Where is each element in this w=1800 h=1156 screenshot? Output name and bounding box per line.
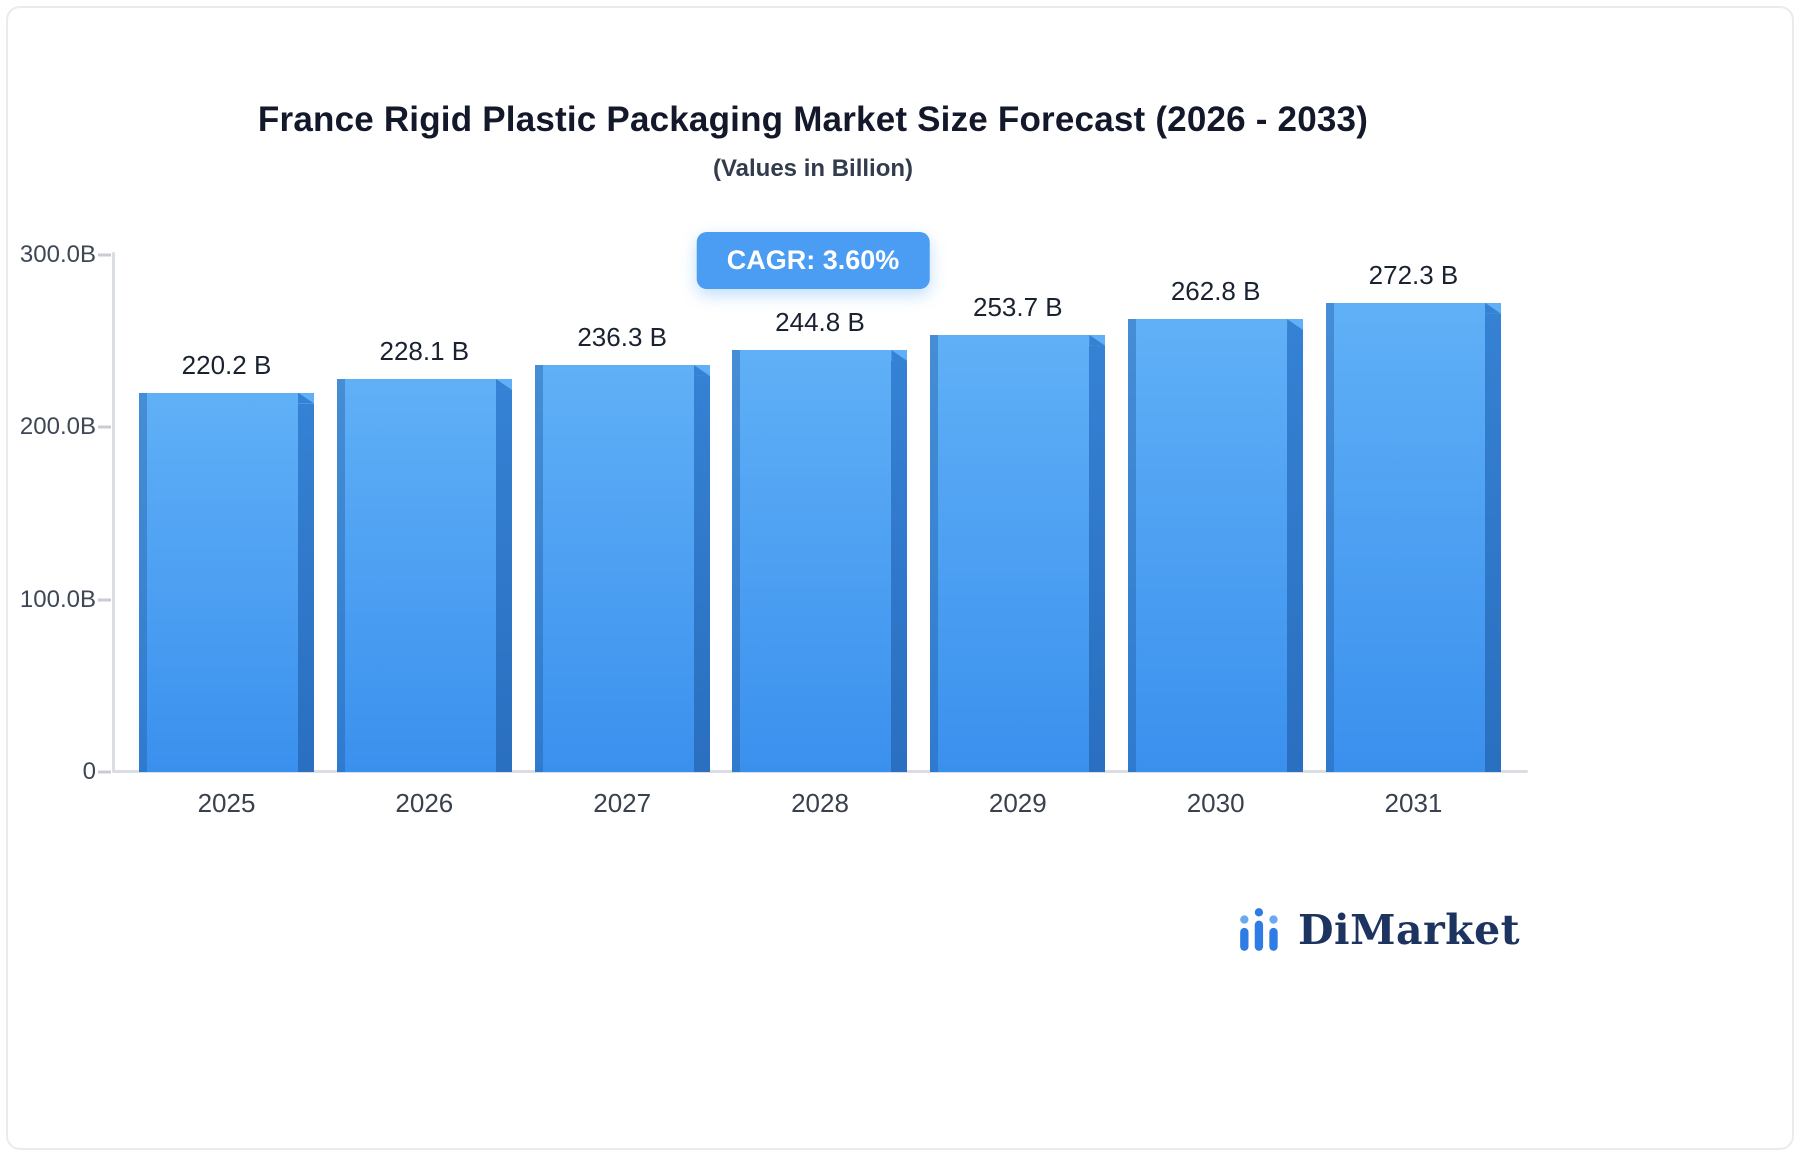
bar-left-shade — [139, 392, 147, 772]
y-axis: 300.0B 200.0B 100.0B 0 — [8, 241, 96, 785]
bar: 272.3 B 2031 — [1325, 260, 1501, 818]
y-axis-label: 100.0B — [19, 585, 96, 613]
bar-value-label: 262.8 B — [1170, 276, 1261, 307]
bar-left-shade — [336, 378, 345, 772]
bar-side-face — [891, 361, 908, 772]
bar-side-face — [495, 389, 512, 772]
bar-side-face — [1484, 313, 1501, 772]
chart-title: France Rigid Plastic Packaging Market Si… — [257, 100, 1369, 139]
bar-value-label: 244.8 B — [775, 307, 865, 338]
y-axis-tick — [98, 425, 111, 429]
x-axis-label: 2027 — [593, 788, 652, 818]
bar-left-shade — [534, 364, 543, 772]
bar: 253.7 B 2029 — [930, 292, 1106, 818]
chart-card: France Rigid Plastic Packaging Market Si… — [6, 6, 1794, 1150]
y-axis-label: 200.0B — [19, 413, 96, 441]
y-axis-line — [112, 252, 115, 772]
bar-value-label: 236.3 B — [577, 321, 667, 352]
bar: 236.3 B 2027 — [534, 322, 710, 818]
x-axis-label: 2028 — [791, 788, 849, 818]
bar-left-shade — [1325, 302, 1334, 772]
brand-logo: DiMarket — [1236, 906, 1520, 954]
y-axis-tick — [98, 253, 111, 257]
y-axis-tick — [98, 770, 111, 774]
bar-top-bevel — [495, 378, 512, 390]
x-axis-label: 2029 — [988, 788, 1047, 818]
bar-top-bevel — [1484, 302, 1501, 314]
bar-top-bevel — [1287, 319, 1304, 331]
y-axis-tick — [98, 598, 111, 602]
bar-chart-logo-icon — [1236, 907, 1286, 953]
bar-top-bevel — [693, 364, 710, 376]
bar-top-bevel — [298, 392, 314, 404]
plot-area: 220.2 B 2025 228.1 B 2026 236.3 B 2027 244.8 B… — [114, 255, 1526, 818]
bar-top-bevel — [1089, 334, 1106, 346]
bar-left-shade — [930, 334, 939, 772]
x-axis-label: 2031 — [1384, 788, 1443, 818]
bar: 244.8 B 2028 — [732, 307, 908, 818]
y-axis-label: 0 — [82, 758, 96, 785]
bar: 220.2 B 2025 — [139, 350, 314, 818]
bar: 262.8 B 2030 — [1128, 276, 1304, 818]
bar-side-face — [1287, 330, 1304, 772]
bar: 228.1 B 2026 — [336, 336, 512, 818]
bar-side-face — [1089, 345, 1106, 772]
bar-left-shade — [1128, 319, 1137, 772]
bar-left-shade — [732, 350, 741, 772]
y-axis-label: 300.0B — [19, 241, 96, 268]
bar-side-face — [298, 403, 314, 772]
x-axis-label: 2025 — [197, 788, 256, 818]
bar-value-label: 272.3 B — [1368, 259, 1459, 290]
bar-value-label: 253.7 B — [972, 291, 1063, 322]
cagr-badge: CAGR: 3.60% — [696, 232, 930, 289]
brand-name: DiMarket — [1298, 906, 1521, 954]
x-axis-label: 2030 — [1186, 788, 1245, 818]
bar-value-label: 228.1 B — [379, 335, 470, 366]
x-axis-label: 2026 — [395, 788, 454, 818]
bar-top-bevel — [891, 350, 908, 362]
bar-value-label: 220.2 B — [181, 349, 272, 380]
chart-subtitle: (Values in Billion) — [712, 155, 914, 182]
bar-side-face — [693, 375, 710, 772]
